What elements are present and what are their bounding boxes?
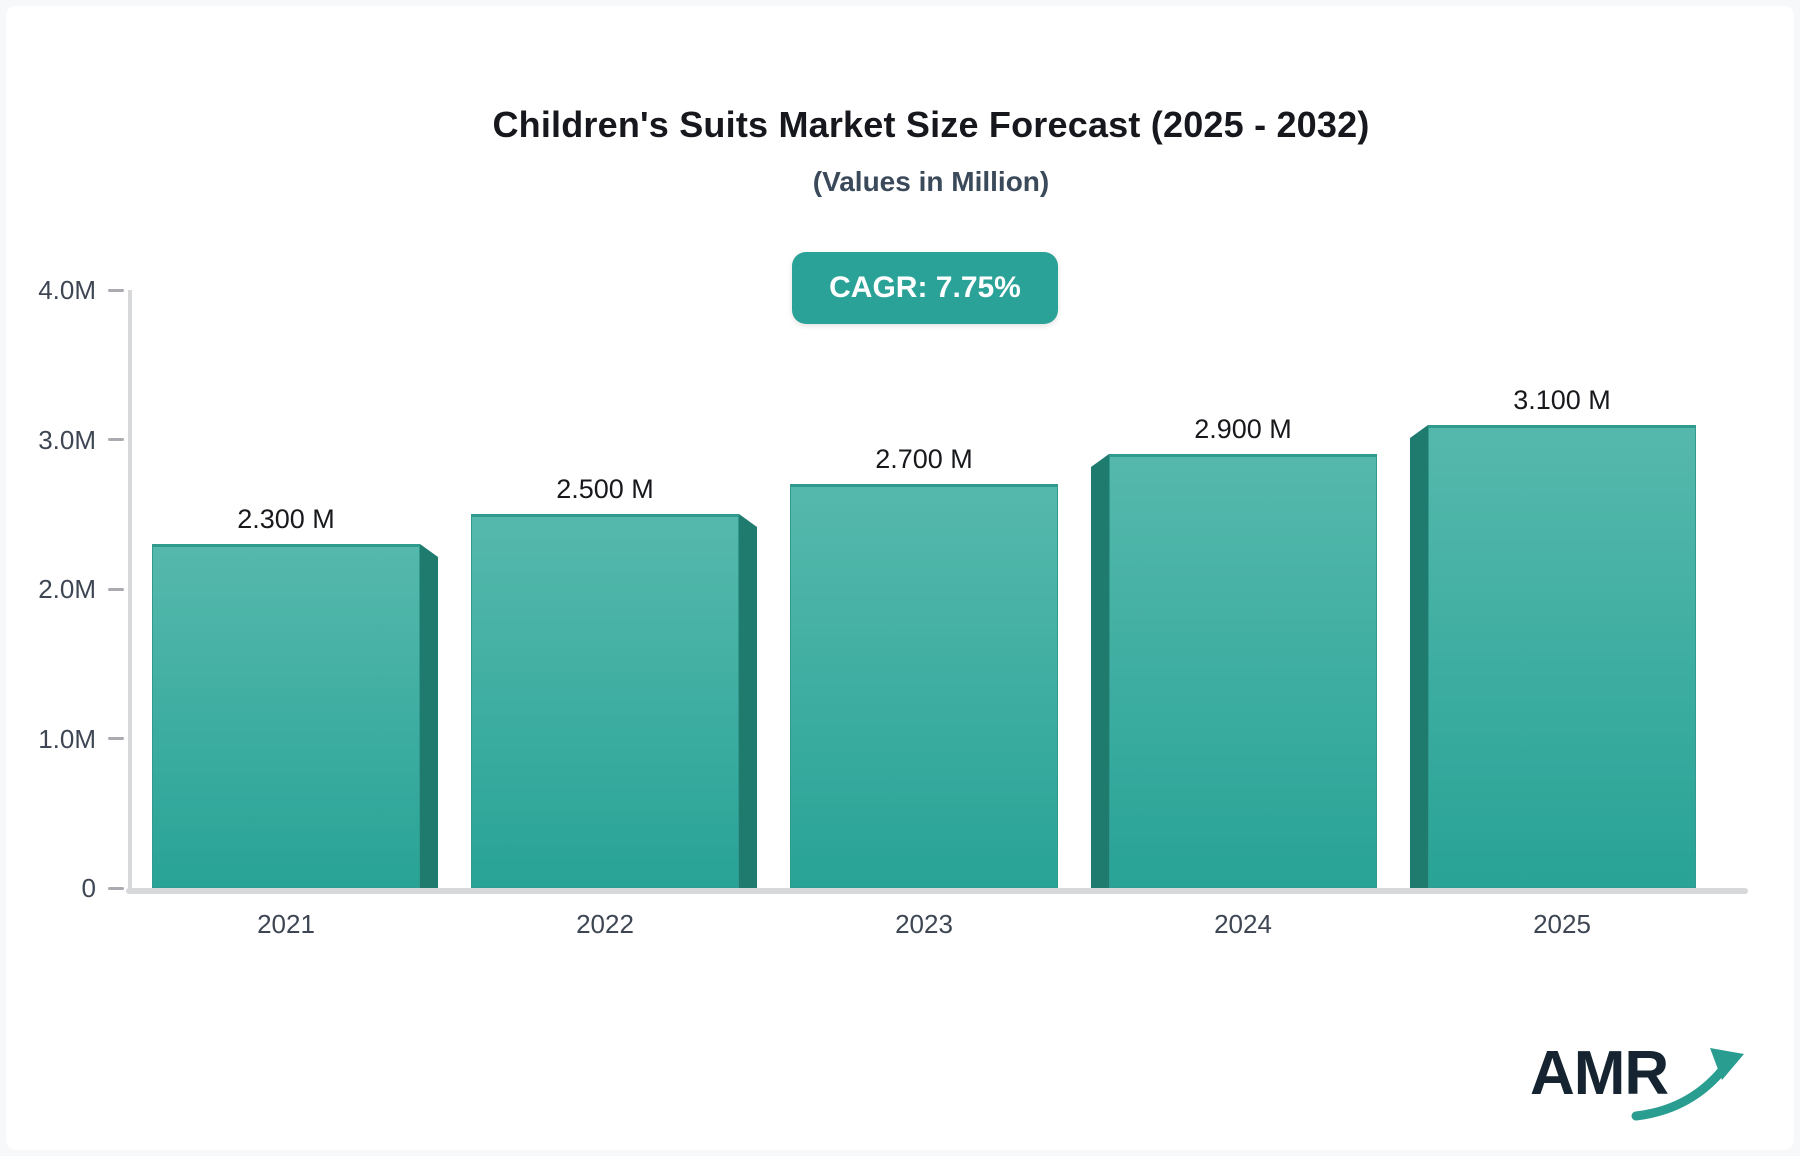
- y-axis-tick-dash: [108, 737, 124, 740]
- bar-value-label: 2.700 M: [875, 444, 973, 475]
- x-axis-baseline: [126, 888, 1748, 894]
- chart-title: Children's Suits Market Size Forecast (2…: [492, 104, 1370, 145]
- x-axis-label: 2023: [895, 909, 953, 939]
- plot-area: 2.300 M 2021 2.500 M 2022 2.700 M 2023 2.900 M…: [128, 290, 1748, 939]
- bar-value-label: 2.900 M: [1194, 414, 1292, 445]
- bar: [152, 544, 420, 888]
- cagr-badge-label: CAGR: 7.75%: [829, 271, 1021, 304]
- y-axis: 4.0M 3.0M 2.0M 1.0M 0: [6, 275, 128, 903]
- amr-logo-text: AMR: [1530, 1039, 1669, 1108]
- trending-up-arrow-icon: [1631, 1048, 1744, 1121]
- bar-3d-side: [1091, 454, 1109, 888]
- bar-value-label: 3.100 M: [1513, 384, 1611, 415]
- y-axis-tick-dash: [108, 288, 124, 292]
- x-axis-label: 2022: [576, 909, 634, 939]
- bar-value-label: 2.300 M: [237, 504, 335, 535]
- y-axis-tick-label: 1.0M: [38, 723, 96, 754]
- y-axis-tick-label: 3.0M: [38, 424, 96, 455]
- y-axis-tick-dash: [108, 886, 124, 890]
- bar-value-label: 2.500 M: [556, 474, 654, 505]
- amr-logo: AMR: [1530, 1030, 1750, 1130]
- y-axis-tick-label: 2.0M: [38, 574, 96, 604]
- y-axis-tick-dash: [108, 587, 124, 591]
- bar: [1428, 425, 1696, 888]
- chart-card: Children's Suits Market Size Forecast (2…: [6, 6, 1794, 1150]
- bar: [471, 514, 739, 888]
- y-axis-tick-label: 4.0M: [38, 275, 96, 305]
- bar-3d-side: [739, 514, 757, 888]
- bar: [1109, 454, 1377, 888]
- x-axis-label: 2024: [1214, 909, 1272, 939]
- chart-subtitle: (Values in Million): [812, 166, 1050, 197]
- y-axis-line: [128, 290, 132, 894]
- y-axis-tick-label: 0: [81, 873, 96, 903]
- bar: [790, 484, 1058, 888]
- cagr-badge: CAGR: 7.75%: [792, 252, 1058, 324]
- bar-3d-side: [1410, 425, 1428, 888]
- bar-3d-side: [420, 544, 438, 888]
- x-axis-label: 2021: [257, 909, 315, 939]
- x-axis-label: 2025: [1533, 909, 1591, 939]
- y-axis-tick-dash: [108, 438, 124, 441]
